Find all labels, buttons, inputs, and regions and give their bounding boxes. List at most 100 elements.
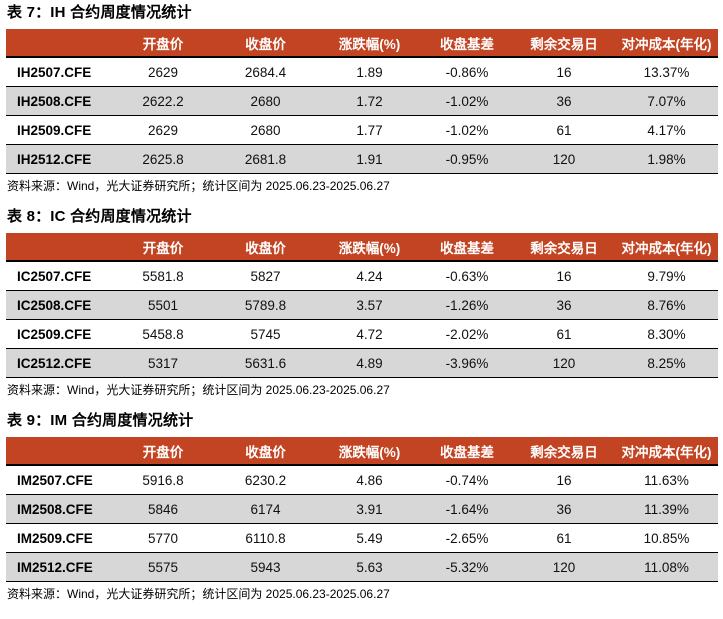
value-cell: 8.25% bbox=[615, 348, 718, 378]
value-cell: 1.98% bbox=[615, 144, 718, 174]
table-title: 表 8：IC 合约周度情况统计 bbox=[7, 208, 192, 225]
value-cell: 4.89 bbox=[318, 348, 421, 378]
value-cell: 16 bbox=[513, 465, 615, 495]
data-table: 开盘价 收盘价 涨跌幅(%) 收盘基差 剩余交易日 对冲成本(年化) IH250… bbox=[6, 29, 718, 174]
table-row: IC2507.CFE 5581.8 5827 4.24 -0.63% 16 9.… bbox=[6, 261, 718, 291]
table-row: IC2509.CFE 5458.8 5745 4.72 -2.02% 61 8.… bbox=[6, 319, 718, 349]
column-header-days: 剩余交易日 bbox=[513, 29, 615, 58]
value-cell: 5631.6 bbox=[213, 348, 318, 378]
table-header: 开盘价 收盘价 涨跌幅(%) 收盘基差 剩余交易日 对冲成本(年化) bbox=[6, 29, 718, 58]
contract-cell: IC2508.CFE bbox=[6, 290, 113, 320]
column-header-close: 收盘价 bbox=[213, 233, 318, 262]
value-cell: 2680 bbox=[213, 86, 318, 116]
value-cell: 1.89 bbox=[318, 57, 421, 87]
value-cell: 6230.2 bbox=[213, 465, 318, 495]
value-cell: 120 bbox=[513, 144, 615, 174]
value-cell: 5501 bbox=[113, 290, 213, 320]
value-cell: 36 bbox=[513, 290, 615, 320]
header-row: 开盘价 收盘价 涨跌幅(%) 收盘基差 剩余交易日 对冲成本(年化) bbox=[6, 233, 718, 262]
source-note: 资料来源：Wind，光大证券研究所；统计区间为 2025.06.23-2025.… bbox=[7, 587, 390, 601]
column-header-days: 剩余交易日 bbox=[513, 233, 615, 262]
contract-cell: IM2508.CFE bbox=[6, 494, 113, 524]
value-cell: 6110.8 bbox=[213, 523, 318, 553]
value-cell: 61 bbox=[513, 523, 615, 553]
value-cell: 11.08% bbox=[615, 552, 718, 582]
value-cell: 2625.8 bbox=[113, 144, 213, 174]
value-cell: 4.24 bbox=[318, 261, 421, 291]
value-cell: 1.77 bbox=[318, 115, 421, 145]
column-header-close: 收盘价 bbox=[213, 437, 318, 466]
value-cell: 8.76% bbox=[615, 290, 718, 320]
value-cell: 2680 bbox=[213, 115, 318, 145]
column-header-change: 涨跌幅(%) bbox=[318, 233, 421, 262]
value-cell: 5.63 bbox=[318, 552, 421, 582]
table-row: IH2507.CFE 2629 2684.4 1.89 -0.86% 16 13… bbox=[6, 57, 718, 87]
contract-cell: IH2512.CFE bbox=[6, 144, 113, 174]
table-row: IC2512.CFE 5317 5631.6 4.89 -3.96% 120 8… bbox=[6, 348, 718, 378]
value-cell: 11.39% bbox=[615, 494, 718, 524]
value-cell: -3.96% bbox=[421, 348, 513, 378]
value-cell: 3.91 bbox=[318, 494, 421, 524]
column-header-cost: 对冲成本(年化) bbox=[615, 233, 718, 262]
column-header-contract bbox=[6, 437, 113, 466]
table-row: IH2508.CFE 2622.2 2680 1.72 -1.02% 36 7.… bbox=[6, 86, 718, 116]
column-header-basis: 收盘基差 bbox=[421, 29, 513, 58]
contract-cell: IC2507.CFE bbox=[6, 261, 113, 291]
value-cell: 120 bbox=[513, 348, 615, 378]
column-header-open: 开盘价 bbox=[113, 29, 213, 58]
value-cell: -0.63% bbox=[421, 261, 513, 291]
value-cell: 36 bbox=[513, 494, 615, 524]
value-cell: 5943 bbox=[213, 552, 318, 582]
value-cell: 5827 bbox=[213, 261, 318, 291]
value-cell: 5846 bbox=[113, 494, 213, 524]
table-header: 开盘价 收盘价 涨跌幅(%) 收盘基差 剩余交易日 对冲成本(年化) bbox=[6, 437, 718, 466]
table-section-ih: 表 7：IH 合约周度情况统计 开盘价 收盘价 涨跌幅(%) 收盘基差 剩余交易… bbox=[6, 3, 718, 194]
value-cell: -2.65% bbox=[421, 523, 513, 553]
table-row: IH2512.CFE 2625.8 2681.8 1.91 -0.95% 120… bbox=[6, 144, 718, 174]
header-row: 开盘价 收盘价 涨跌幅(%) 收盘基差 剩余交易日 对冲成本(年化) bbox=[6, 437, 718, 466]
value-cell: 10.85% bbox=[615, 523, 718, 553]
value-cell: 4.17% bbox=[615, 115, 718, 145]
value-cell: 2629 bbox=[113, 57, 213, 87]
table-title: 表 9：IM 合约周度情况统计 bbox=[7, 412, 194, 429]
column-header-contract bbox=[6, 29, 113, 58]
value-cell: -1.64% bbox=[421, 494, 513, 524]
value-cell: 5.49 bbox=[318, 523, 421, 553]
value-cell: 5770 bbox=[113, 523, 213, 553]
value-cell: -0.86% bbox=[421, 57, 513, 87]
table-row: IH2509.CFE 2629 2680 1.77 -1.02% 61 4.17… bbox=[6, 115, 718, 145]
column-header-cost: 对冲成本(年化) bbox=[615, 437, 718, 466]
value-cell: 36 bbox=[513, 86, 615, 116]
value-cell: 61 bbox=[513, 115, 615, 145]
header-row: 开盘价 收盘价 涨跌幅(%) 收盘基差 剩余交易日 对冲成本(年化) bbox=[6, 29, 718, 58]
column-header-change: 涨跌幅(%) bbox=[318, 29, 421, 58]
table-section-ic: 表 8：IC 合约周度情况统计 开盘价 收盘价 涨跌幅(%) 收盘基差 剩余交易… bbox=[6, 207, 718, 398]
value-cell: 6174 bbox=[213, 494, 318, 524]
value-cell: 9.79% bbox=[615, 261, 718, 291]
column-header-cost: 对冲成本(年化) bbox=[615, 29, 718, 58]
value-cell: 2622.2 bbox=[113, 86, 213, 116]
value-cell: -1.26% bbox=[421, 290, 513, 320]
value-cell: -0.95% bbox=[421, 144, 513, 174]
column-header-contract bbox=[6, 233, 113, 262]
value-cell: 3.57 bbox=[318, 290, 421, 320]
value-cell: 8.30% bbox=[615, 319, 718, 349]
value-cell: 5458.8 bbox=[113, 319, 213, 349]
value-cell: 2681.8 bbox=[213, 144, 318, 174]
value-cell: 7.07% bbox=[615, 86, 718, 116]
value-cell: 5581.8 bbox=[113, 261, 213, 291]
contract-cell: IH2507.CFE bbox=[6, 57, 113, 87]
contract-cell: IC2509.CFE bbox=[6, 319, 113, 349]
value-cell: -0.74% bbox=[421, 465, 513, 495]
value-cell: -2.02% bbox=[421, 319, 513, 349]
value-cell: 11.63% bbox=[615, 465, 718, 495]
contract-cell: IM2509.CFE bbox=[6, 523, 113, 553]
value-cell: -1.02% bbox=[421, 115, 513, 145]
value-cell: 5789.8 bbox=[213, 290, 318, 320]
column-header-open: 开盘价 bbox=[113, 437, 213, 466]
table-row: IM2508.CFE 5846 6174 3.91 -1.64% 36 11.3… bbox=[6, 494, 718, 524]
table-header: 开盘价 收盘价 涨跌幅(%) 收盘基差 剩余交易日 对冲成本(年化) bbox=[6, 233, 718, 262]
contract-cell: IH2508.CFE bbox=[6, 86, 113, 116]
column-header-change: 涨跌幅(%) bbox=[318, 437, 421, 466]
